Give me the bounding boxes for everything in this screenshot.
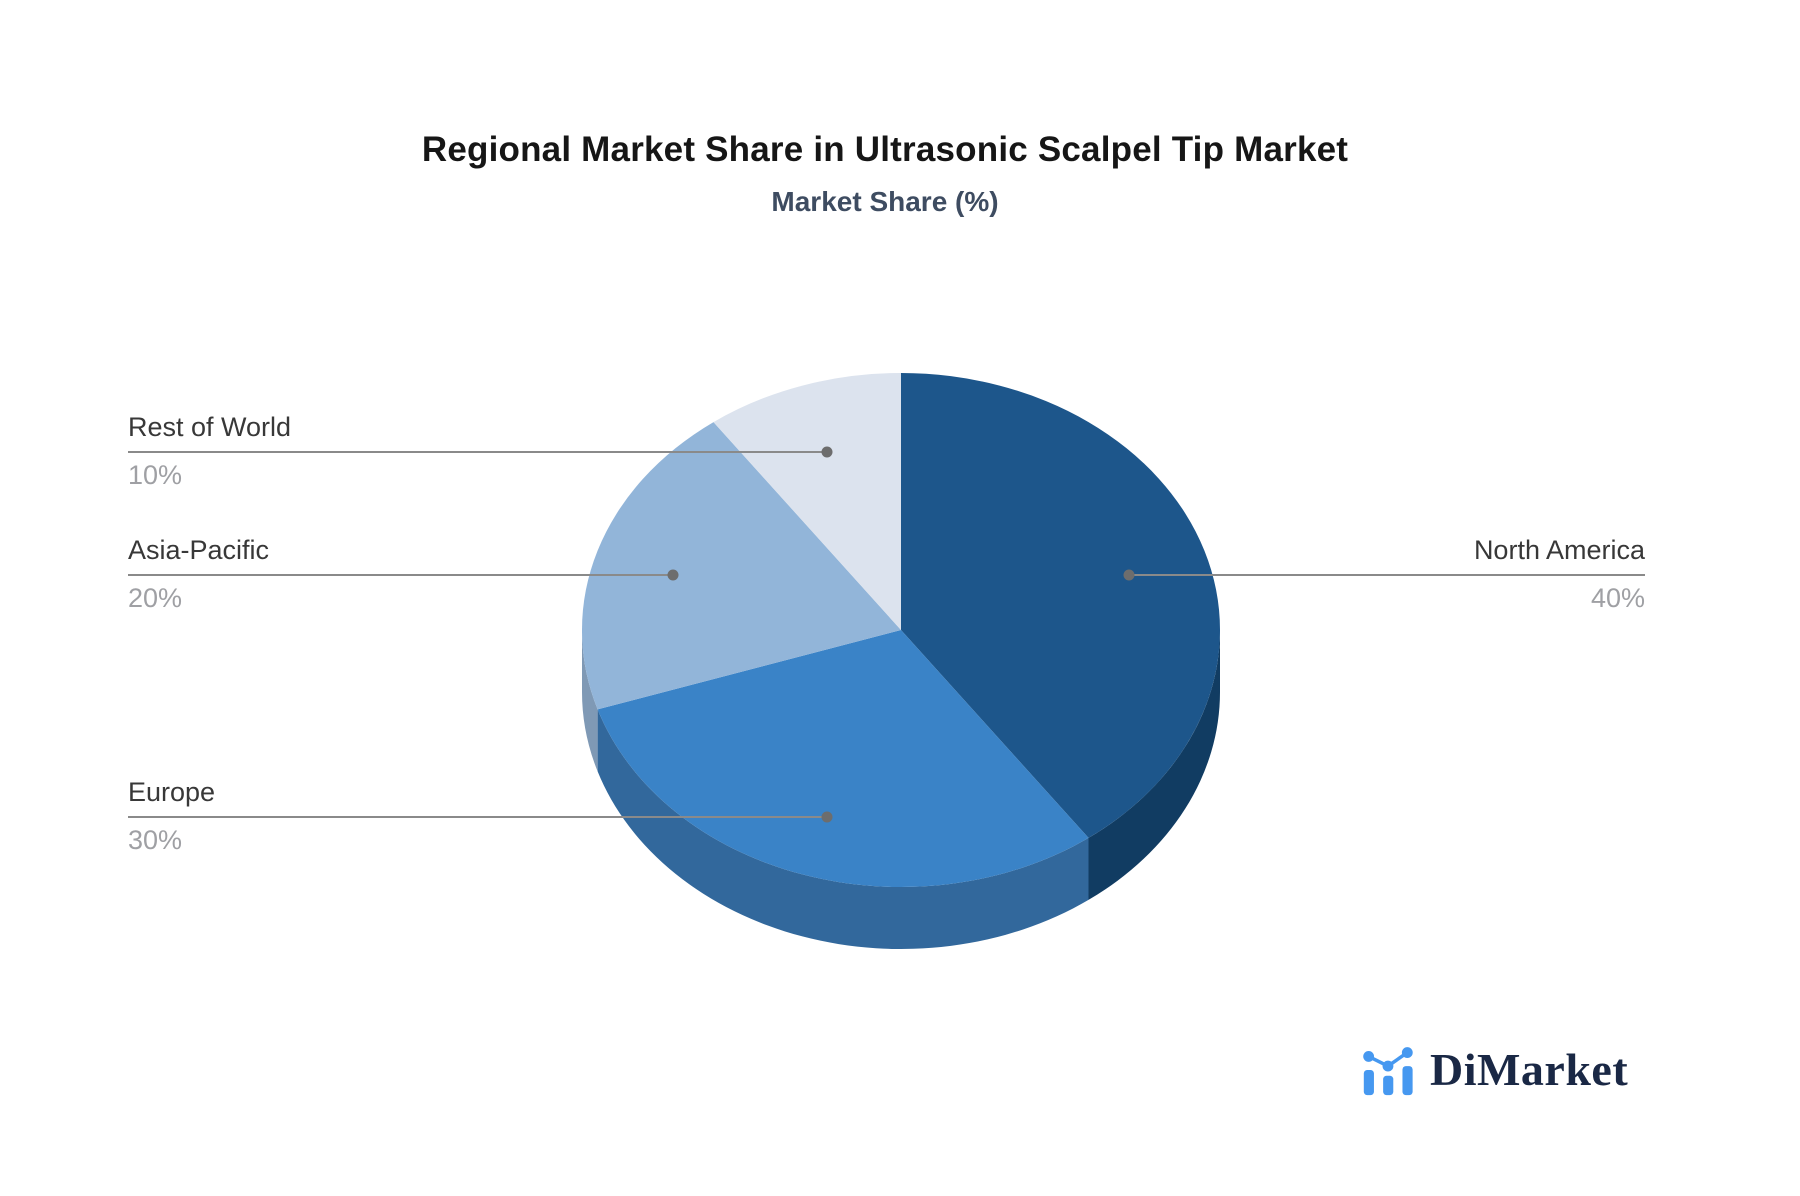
chart-subtitle: Market Share (%) bbox=[771, 186, 999, 217]
slice-label-rest-of-world: Rest of World 10% bbox=[128, 406, 291, 489]
dimarket-logo: DiMarket bbox=[1358, 1040, 1628, 1098]
leader-dot-asia-pacific bbox=[667, 569, 679, 581]
pie-slice-side-north-america bbox=[1088, 630, 1220, 900]
leader-dot-europe bbox=[821, 811, 833, 823]
slice-label-value: 40% bbox=[1590, 583, 1645, 613]
slice-label-name: Asia-Pacific bbox=[128, 535, 270, 565]
dimarket-logo-icon bbox=[1363, 1047, 1413, 1096]
leader-dot-rest-of-world bbox=[821, 446, 833, 458]
slice-label-asia-pacific: Asia-Pacific 20% bbox=[128, 529, 269, 612]
slice-label-value: 10% bbox=[128, 460, 183, 490]
pie-slice-side-europe bbox=[597, 709, 1089, 950]
slice-label-name: Europe bbox=[128, 777, 216, 807]
slice-label-name: Rest of World bbox=[128, 412, 292, 442]
pie-slice-asia-pacific bbox=[581, 422, 901, 710]
pie-slice-side-asia-pacific bbox=[582, 630, 598, 772]
dimarket-logo-text: DiMarket bbox=[1430, 1043, 1629, 1095]
slice-label-europe: Europe 30% bbox=[128, 771, 215, 854]
slice-label-north-america: North America 40% bbox=[1474, 529, 1645, 612]
pie-slice-rest-of-world bbox=[713, 373, 901, 630]
pie-slice-europe bbox=[597, 630, 1089, 888]
leader-dot-north-america bbox=[1123, 569, 1135, 581]
slice-label-value: 30% bbox=[128, 825, 183, 855]
pie-slice-north-america bbox=[901, 373, 1221, 838]
chart-title: Regional Market Share in Ultrasonic Scal… bbox=[421, 130, 1349, 169]
slice-label-name: North America bbox=[1473, 535, 1645, 565]
slice-label-value: 20% bbox=[128, 583, 183, 613]
